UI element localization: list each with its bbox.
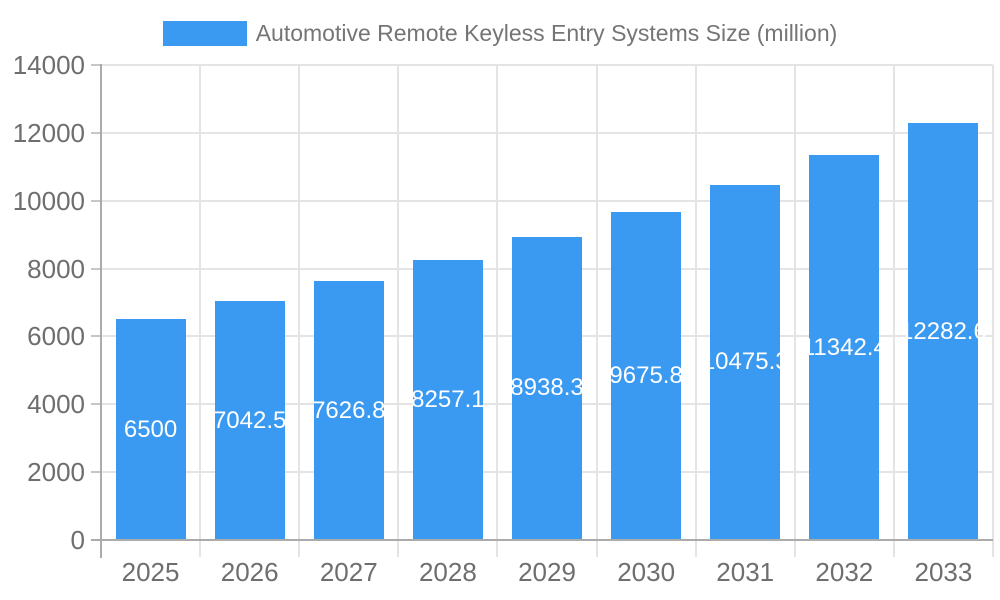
bar[interactable] [313, 281, 384, 540]
bar[interactable] [214, 301, 285, 540]
y-axis-label: 14000 [12, 50, 85, 80]
x-axis-tick [199, 540, 202, 557]
x-axis-tick [694, 540, 697, 557]
x-axis-tick [793, 540, 796, 557]
bar[interactable] [115, 319, 186, 540]
grid-line-v [397, 65, 400, 540]
x-axis-tick [298, 540, 301, 557]
x-axis-label: 2025 [121, 557, 180, 587]
legend-swatch-icon [162, 21, 247, 46]
x-axis-label: 2028 [418, 557, 477, 587]
legend[interactable]: Automotive Remote Keyless Entry Systems … [0, 20, 1000, 47]
bar-value-label: 6500 [123, 415, 178, 443]
bar-value-label: 11342.4 [801, 333, 887, 361]
bar[interactable] [809, 155, 880, 540]
grid-line-v [199, 65, 202, 540]
x-axis-tick [992, 540, 994, 557]
y-axis-line [100, 64, 102, 558]
grid-line-h [101, 199, 993, 202]
y-axis-tick [91, 403, 101, 406]
bar[interactable] [412, 259, 483, 540]
y-axis-label: 8000 [27, 253, 85, 284]
y-axis-label: 12000 [12, 117, 85, 148]
x-axis-tick [496, 540, 499, 557]
x-axis-label: 2031 [716, 557, 775, 587]
legend-label: Automotive Remote Keyless Entry Systems … [255, 20, 838, 46]
grid-line-v [298, 65, 301, 540]
x-axis-label: 2032 [815, 557, 874, 587]
bar-value-label: 12282.6 [900, 317, 987, 345]
x-axis-label: 2027 [319, 557, 378, 587]
grid-line-v [793, 65, 796, 540]
x-axis-label: 2026 [220, 557, 279, 587]
bar-value-label: 7042.5 [212, 406, 287, 434]
y-axis-tick [91, 335, 101, 338]
x-axis-tick [892, 540, 895, 557]
grid-line-v [496, 65, 499, 540]
y-axis-label: 4000 [27, 389, 85, 420]
y-axis-label: 6000 [27, 321, 85, 352]
bar[interactable] [710, 184, 781, 540]
bar[interactable] [908, 123, 979, 540]
y-axis-tick [91, 64, 101, 66]
y-axis-tick [91, 199, 101, 202]
grid-line-h [101, 64, 993, 66]
grid-line-v [595, 65, 598, 540]
x-axis-tick [595, 540, 598, 557]
x-axis-label: 2030 [617, 557, 676, 587]
x-axis-tick [397, 540, 400, 557]
x-axis-line [91, 539, 993, 541]
x-axis-label: 2033 [914, 557, 973, 587]
y-axis-label: 0 [70, 525, 85, 555]
bar[interactable] [611, 211, 682, 540]
grid-line-v [992, 65, 994, 540]
grid-line-v [892, 65, 895, 540]
y-axis-tick [91, 471, 101, 474]
y-axis-tick [91, 267, 101, 270]
y-axis-label: 10000 [12, 185, 85, 216]
y-axis-label: 2000 [27, 457, 85, 488]
x-axis-label: 2029 [518, 557, 576, 587]
grid-line-h [101, 131, 993, 134]
bar[interactable] [512, 236, 582, 540]
bar-value-label: 8257.1 [411, 385, 485, 413]
grid-line-v [694, 65, 697, 540]
y-axis-tick [91, 131, 101, 134]
bar-value-label: 7626.8 [312, 396, 386, 424]
bar-value-label: 8938.3 [510, 374, 584, 402]
bar-value-label: 10475.3 [701, 348, 789, 376]
bar-value-label: 9675.8 [609, 361, 683, 389]
